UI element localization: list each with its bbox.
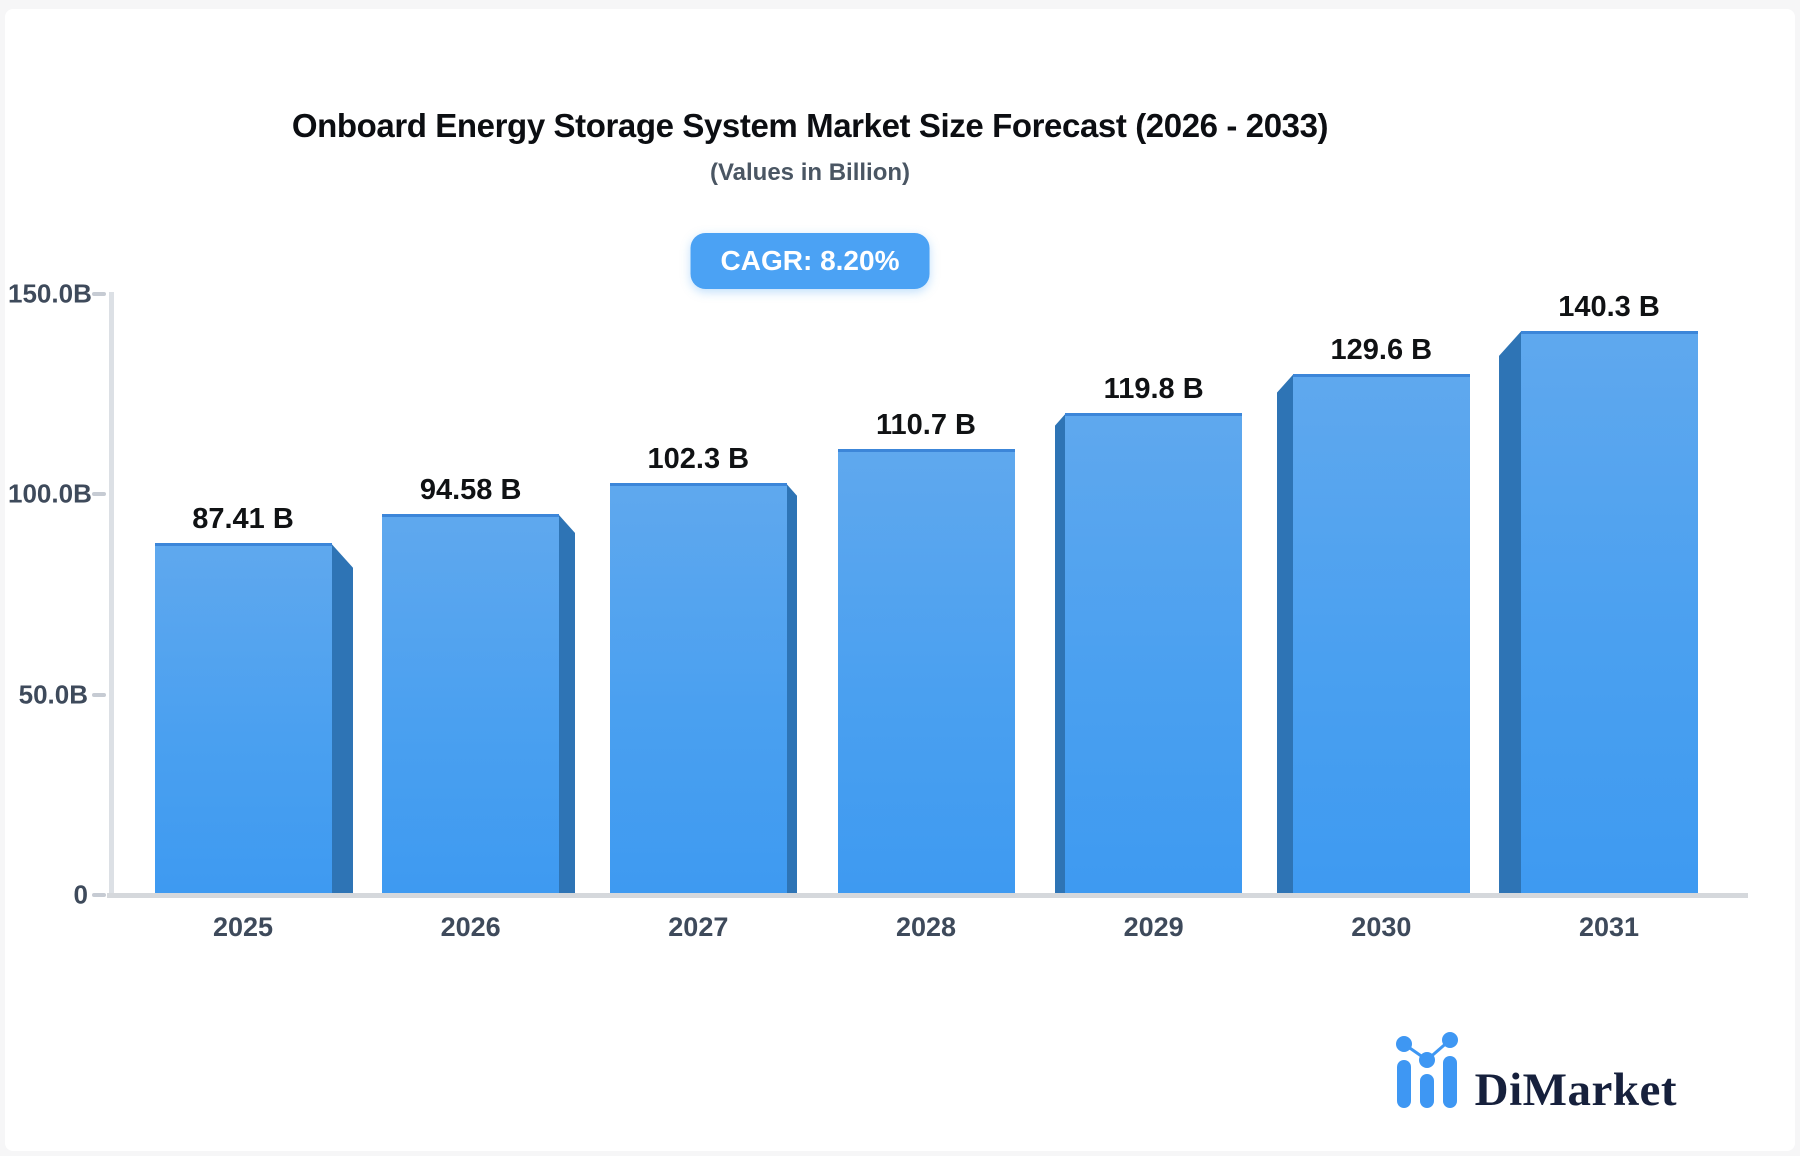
x-axis-label-2028: 2028 bbox=[895, 912, 957, 942]
y-axis-tick bbox=[92, 893, 106, 897]
bar-value-label: 94.58 B bbox=[419, 474, 522, 507]
x-axis-label-2025: 2025 bbox=[212, 912, 274, 942]
plot-area: 150.0B 100.0B 50.0B 0 87.41 B 2025 94.58 B 2026… bbox=[8, 279, 1748, 942]
chart-subtitle: (Values in Billion) bbox=[709, 159, 911, 186]
y-axis-tick bbox=[92, 292, 106, 296]
bar-side-2029 bbox=[1054, 413, 1067, 893]
bar-side-2031 bbox=[1499, 330, 1522, 893]
x-axis-label-2029: 2029 bbox=[1123, 912, 1184, 942]
bar-value-label: 140.3 B bbox=[1558, 290, 1660, 323]
y-axis-label: 0 bbox=[73, 879, 88, 910]
bar-2026 bbox=[382, 514, 560, 893]
bar-2027 bbox=[609, 483, 787, 893]
bar-value-label: 110.7 B bbox=[876, 409, 976, 442]
y-axis-label: 150.0B bbox=[8, 278, 92, 309]
bar-2028 bbox=[837, 449, 1015, 893]
x-axis-baseline bbox=[107, 893, 1748, 898]
bar-value-label: 87.41 B bbox=[192, 502, 294, 535]
y-axis-label: 100.0B bbox=[8, 478, 92, 509]
bar-value-label: 102.3 B bbox=[647, 443, 750, 476]
y-axis-line bbox=[109, 292, 114, 897]
brand-logo: DiMarket bbox=[1391, 1030, 1677, 1117]
x-axis-label-2026: 2026 bbox=[440, 912, 501, 942]
dimarket-barchart-icon bbox=[1391, 1030, 1463, 1113]
chart-title: Onboard Energy Storage System Market Siz… bbox=[291, 107, 1329, 144]
bar-side-2030 bbox=[1276, 373, 1294, 893]
bar-side-2025 bbox=[330, 542, 353, 893]
bar-2029 bbox=[1065, 413, 1243, 893]
bar-2025 bbox=[154, 542, 332, 893]
y-axis-label: 50.0B bbox=[18, 679, 88, 710]
x-axis-label-2027: 2027 bbox=[668, 912, 729, 942]
bar-value-label: 119.8 B bbox=[1103, 373, 1204, 405]
bar-value-label: 129.6 B bbox=[1330, 333, 1433, 366]
y-axis-tick bbox=[92, 492, 106, 497]
cagr-badge: CAGR: 8.20% bbox=[690, 233, 930, 289]
bar-side-2027 bbox=[785, 483, 798, 893]
bar-2030 bbox=[1292, 373, 1470, 893]
x-axis-label-2030: 2030 bbox=[1351, 912, 1412, 942]
x-axis-label-2031: 2031 bbox=[1578, 912, 1640, 942]
bar-2031 bbox=[1520, 330, 1698, 893]
brand-name: DiMarket bbox=[1474, 1064, 1677, 1117]
bar-side-2026 bbox=[558, 514, 576, 893]
y-axis-tick bbox=[92, 692, 106, 697]
chart-card: Onboard Energy Storage System Market Siz… bbox=[5, 9, 1795, 1151]
